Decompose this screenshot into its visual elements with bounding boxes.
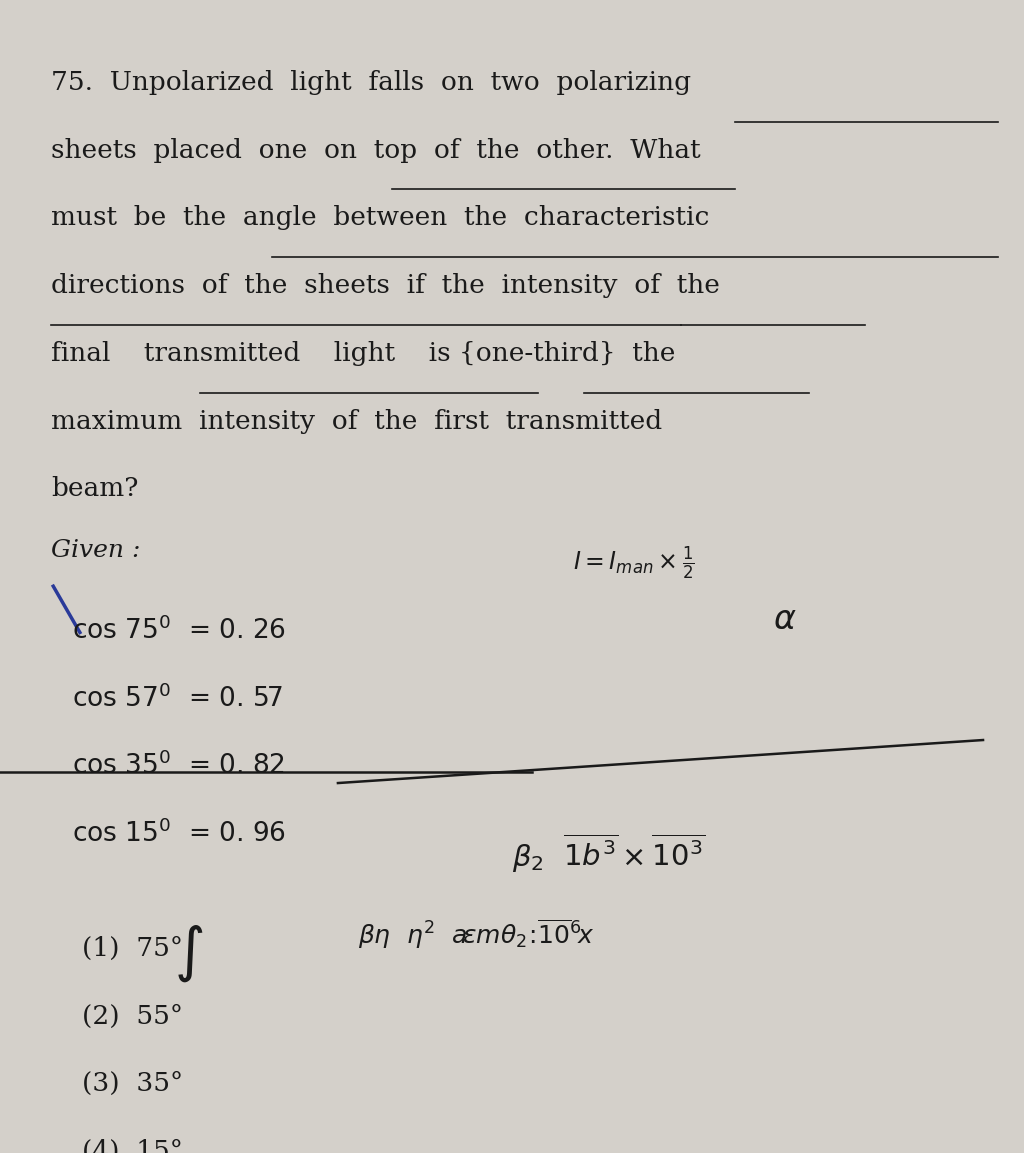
Text: (1)  75°: (1) 75° — [82, 936, 183, 960]
Text: (3)  35°: (3) 35° — [82, 1071, 183, 1097]
Text: (2)  55°: (2) 55° — [82, 1003, 183, 1028]
Text: $\alpha$: $\alpha$ — [773, 603, 797, 636]
Text: Given :: Given : — [51, 538, 140, 562]
Text: 75.  Unpolarized  light  falls  on  two  polarizing: 75. Unpolarized light falls on two polar… — [51, 70, 691, 95]
Text: $\cos\,75^{0}$  = 0. 26: $\cos\,75^{0}$ = 0. 26 — [72, 617, 286, 645]
Text: beam?: beam? — [51, 476, 138, 502]
Text: maximum  intensity  of  the  first  transmitted: maximum intensity of the first transmitt… — [51, 408, 663, 434]
Text: $\beta\eta\ \ \eta^2\ \ a\!\varepsilon m\theta_2\!:\!\overline{10}^6\!x$: $\beta\eta\ \ \eta^2\ \ a\!\varepsilon m… — [358, 918, 595, 951]
Text: $\cos\,35^{0}$  = 0. 82: $\cos\,35^{0}$ = 0. 82 — [72, 752, 285, 781]
Text: final    transmitted    light    is {one-third}  the: final transmitted light is {one-third} t… — [51, 341, 676, 366]
Text: must  be  the  angle  between  the  characteristic: must be the angle between the characteri… — [51, 205, 710, 231]
Text: $\cos\,57^{0}$  = 0. 57: $\cos\,57^{0}$ = 0. 57 — [72, 684, 284, 713]
Text: $I = I_{man} \times \frac{1}{2}$: $I = I_{man} \times \frac{1}{2}$ — [573, 544, 695, 581]
Text: sheets  placed  one  on  top  of  the  other.  What: sheets placed one on top of the other. W… — [51, 137, 700, 163]
Text: directions  of  the  sheets  if  the  intensity  of  the: directions of the sheets if the intensit… — [51, 273, 720, 299]
Text: $\int$: $\int$ — [174, 922, 204, 984]
Text: $\cos\,15^{0}$  = 0. 96: $\cos\,15^{0}$ = 0. 96 — [72, 820, 286, 849]
Text: $\beta_2\ \ \overline{1b^3} \times \overline{10^3}$: $\beta_2\ \ \overline{1b^3} \times \over… — [512, 831, 706, 875]
Text: (4)  15°: (4) 15° — [82, 1139, 183, 1153]
